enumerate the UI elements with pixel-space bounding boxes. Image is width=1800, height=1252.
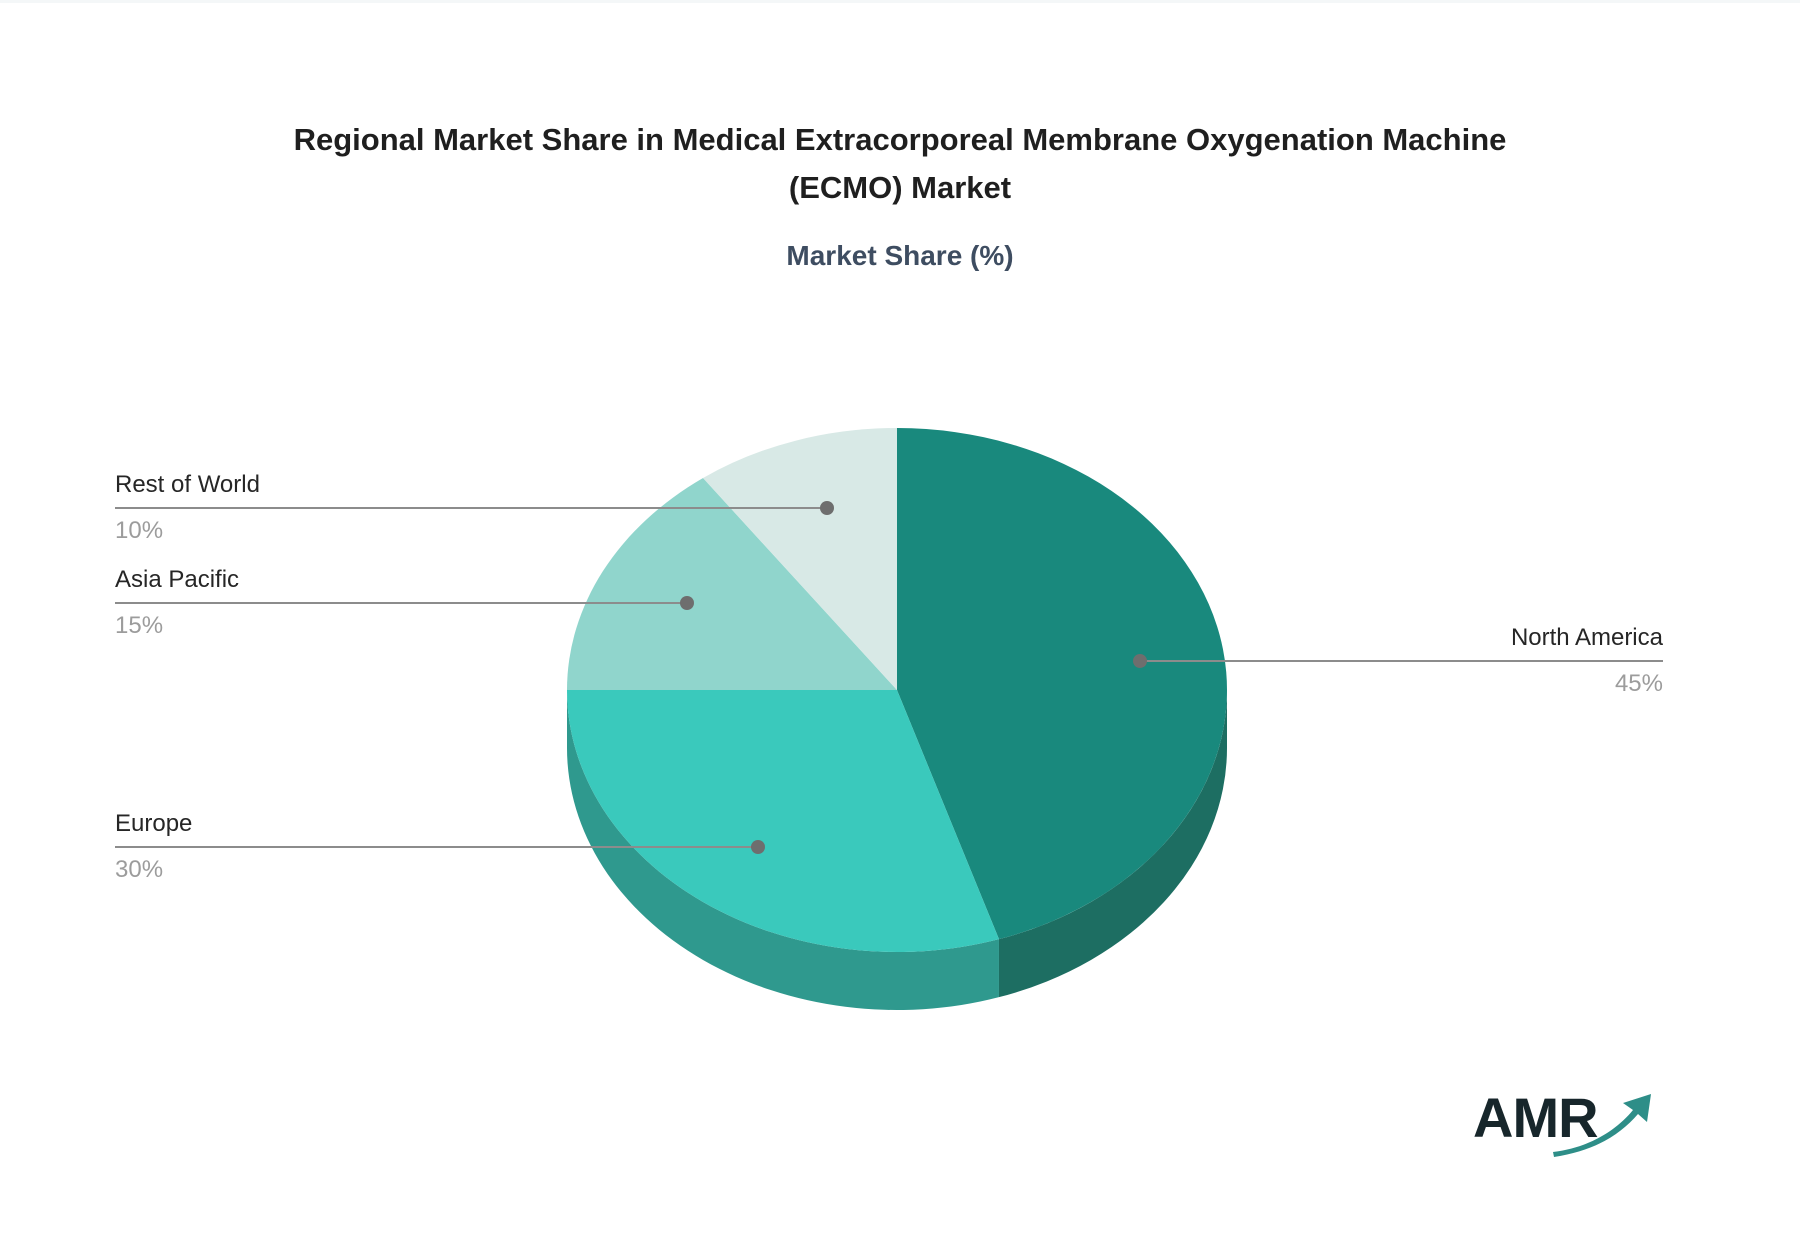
leader-line-gap: [115, 839, 675, 855]
slice-percentage: 30%: [115, 856, 164, 883]
pie-slice-side-europe: [567, 690, 999, 1010]
slice-percentage: 45%: [1614, 670, 1663, 697]
pie-slice-rest-of-world: [703, 428, 897, 690]
callout-asia-pacific: Asia Pacific 15%: [115, 565, 675, 641]
leader-dot-asia-pacific: [680, 596, 694, 610]
leader-dot-europe: [751, 840, 765, 854]
pie-slice-europe: [567, 690, 999, 952]
slice-label: North America: [1510, 624, 1663, 651]
slice-percentage: 10%: [115, 517, 164, 544]
amr-logo-arrow-icon: [1553, 1094, 1651, 1157]
chart-title-line1: Regional Market Share in Medical Extraco…: [293, 122, 1507, 157]
amr-logo-text: AMR: [1473, 1086, 1599, 1149]
slice-label: Rest of World: [115, 471, 260, 498]
slice-label: Asia Pacific: [115, 566, 240, 593]
slice-label: Europe: [115, 810, 193, 837]
leader-line-gap: [115, 500, 675, 516]
callout-rest-of-world: Rest of World 10%: [115, 470, 675, 546]
chart-title: Regional Market Share in Medical Extraco…: [0, 116, 1800, 212]
pie-slice-side-north-america: [998, 690, 1227, 998]
leader-line-gap: [1103, 653, 1663, 669]
leader-dot-north-america: [1133, 654, 1147, 668]
amr-logo: AMR: [1473, 1088, 1683, 1158]
page-top-border: [0, 0, 1800, 3]
chart-subtitle: Market Share (%): [786, 240, 1014, 271]
callout-north-america: North America 45%: [1103, 623, 1663, 699]
leader-line-gap: [115, 595, 675, 611]
chart-title-line2: (ECMO) Market: [788, 170, 1012, 205]
leader-dot-rest-of-world: [820, 501, 834, 515]
pie-slice-asia-pacific: [567, 478, 897, 690]
pie-slice-north-america: [897, 428, 1227, 940]
slice-percentage: 15%: [115, 612, 164, 639]
callout-europe: Europe 30%: [115, 809, 675, 885]
